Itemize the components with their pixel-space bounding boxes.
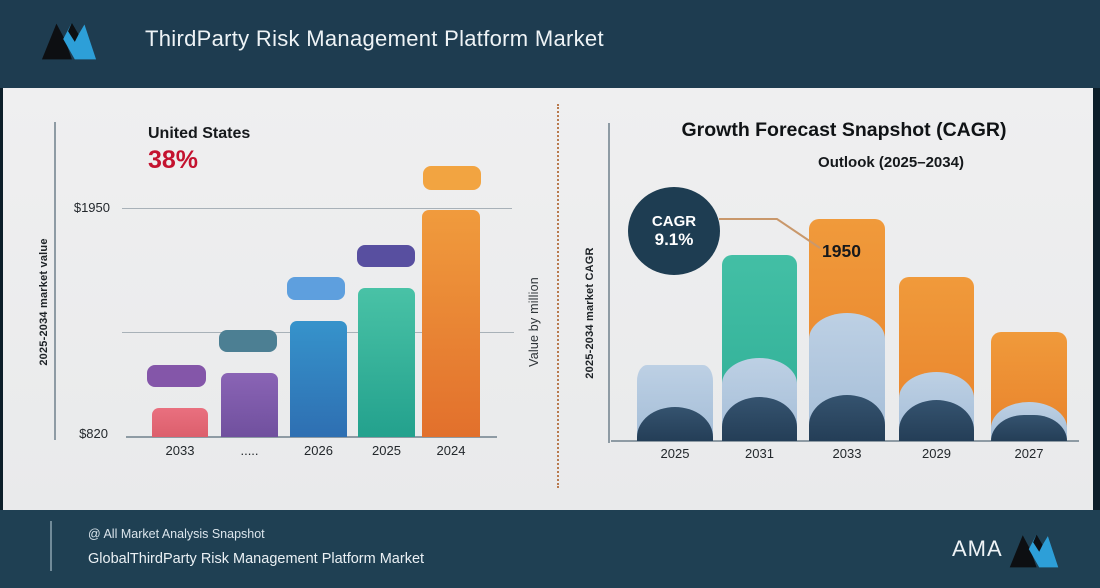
footer-credit: @ All Market Analysis Snapshot	[88, 527, 265, 541]
ama-mountain-logo-icon	[41, 22, 97, 60]
header: ThirdParty Risk Management Platform Mark…	[0, 0, 1100, 88]
content-panel	[3, 88, 1093, 510]
footer-report-title: GlobalThirdParty Risk Management Platfor…	[88, 551, 425, 567]
footer-brand-text: AMA	[952, 536, 1003, 561]
footer-divider	[50, 521, 52, 571]
footer-ama-logo-icon	[1009, 534, 1059, 568]
footer: @ All Market Analysis Snapshot GlobalThi…	[0, 510, 1100, 588]
page-title: ThirdParty Risk Management Platform Mark…	[145, 26, 604, 51]
